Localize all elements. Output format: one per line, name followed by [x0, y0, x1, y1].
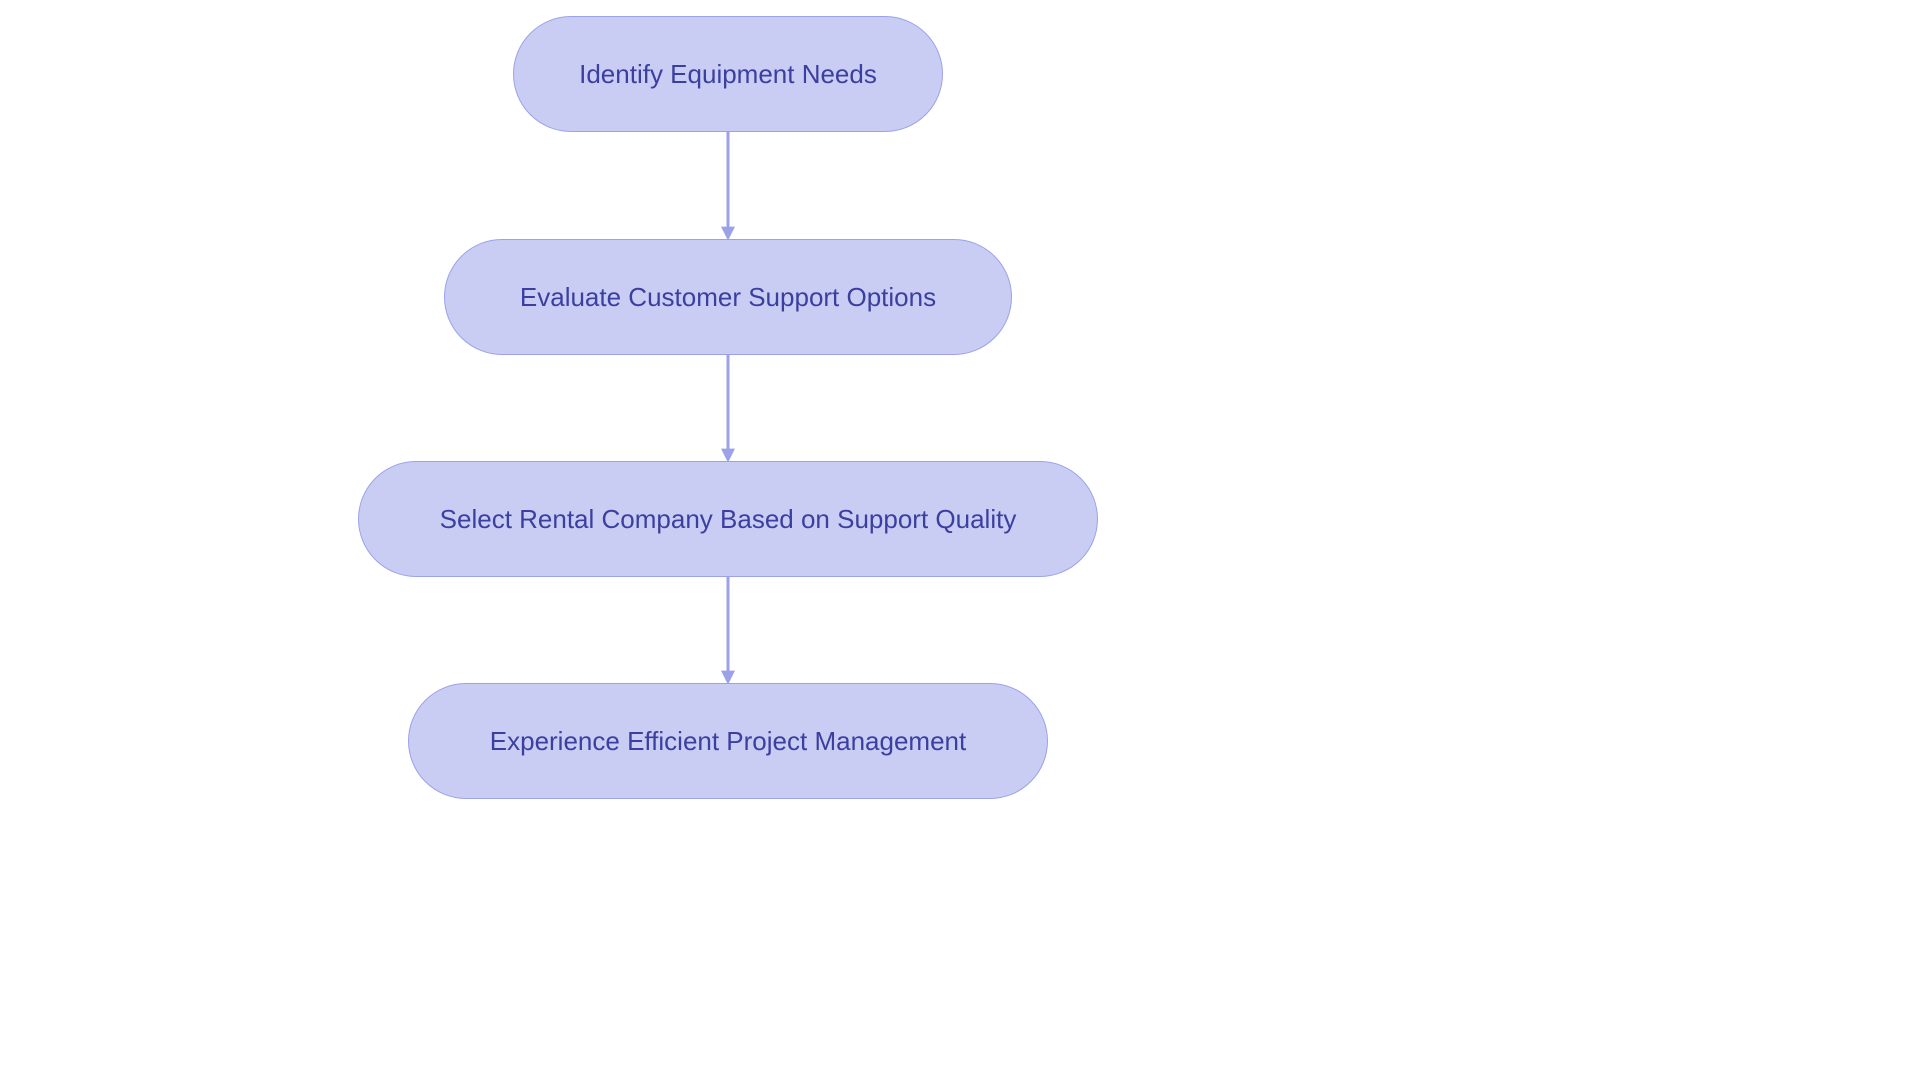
- flow-node-4: Experience Efficient Project Management: [408, 683, 1048, 799]
- flow-node-3: Select Rental Company Based on Support Q…: [358, 461, 1098, 577]
- flow-node-4-label: Experience Efficient Project Management: [490, 726, 966, 757]
- flow-node-2-label: Evaluate Customer Support Options: [520, 282, 936, 313]
- flow-node-2: Evaluate Customer Support Options: [444, 239, 1012, 355]
- flowchart-canvas: Identify Equipment Needs Evaluate Custom…: [0, 0, 1920, 1083]
- flow-node-1: Identify Equipment Needs: [513, 16, 943, 132]
- flow-node-1-label: Identify Equipment Needs: [579, 59, 877, 90]
- flow-node-3-label: Select Rental Company Based on Support Q…: [440, 504, 1017, 535]
